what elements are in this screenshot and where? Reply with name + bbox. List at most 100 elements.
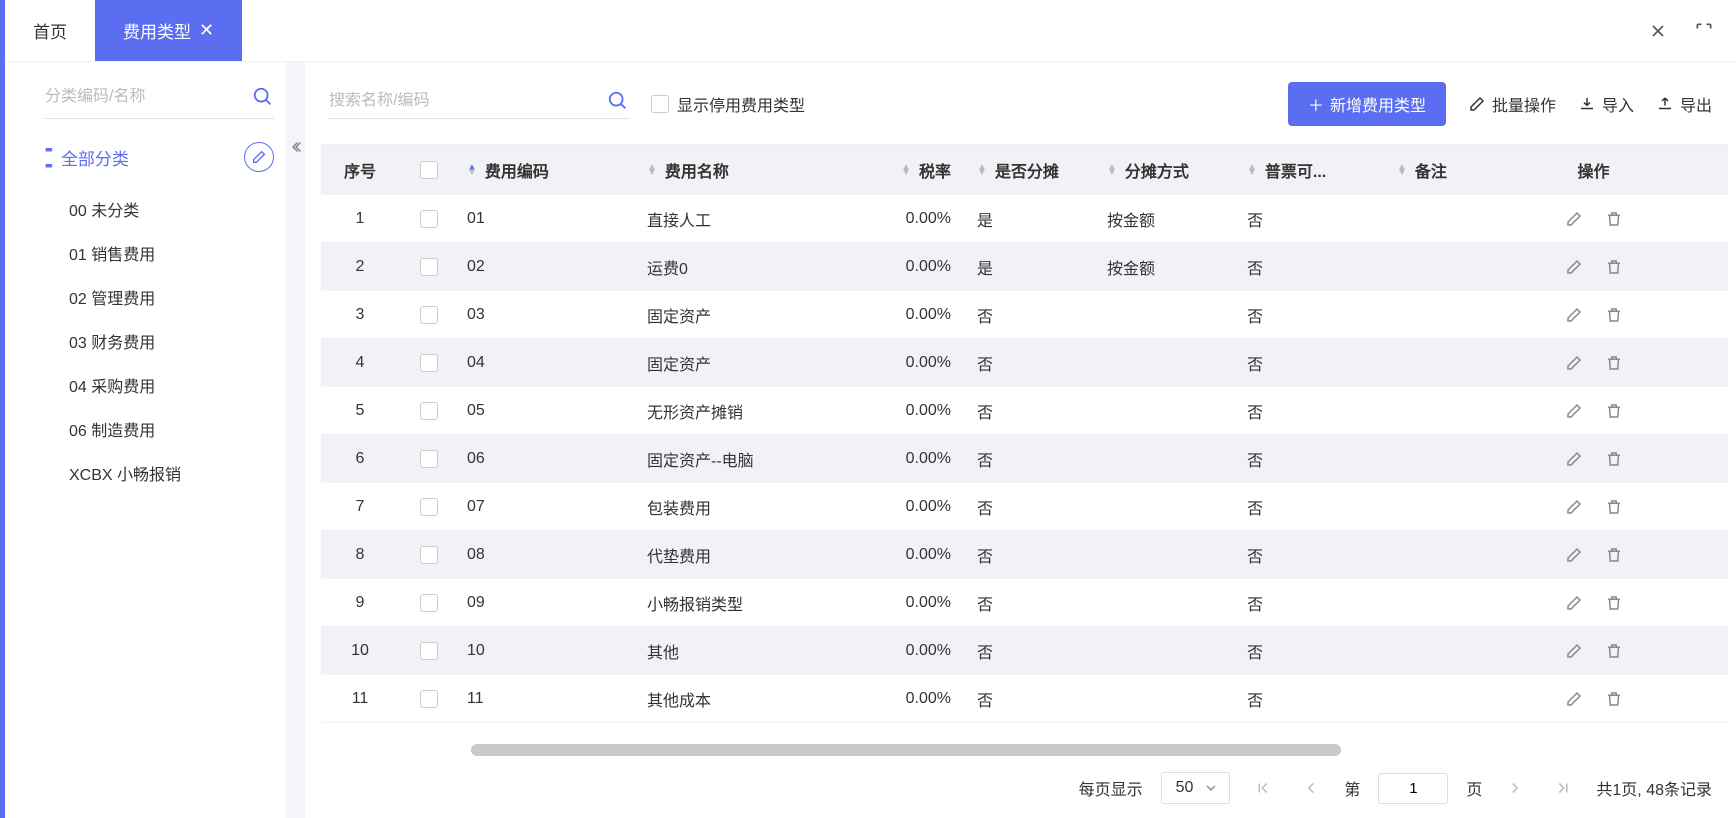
sidebar-collapse[interactable] [286,62,305,818]
row-delete-icon[interactable] [1605,642,1623,660]
row-checkbox[interactable] [399,339,459,386]
cell-allocate: 否 [969,675,1099,722]
export-button[interactable]: 导出 [1656,92,1712,116]
cell-index: 10 [321,627,399,674]
import-icon [1578,95,1596,113]
sidebar-item[interactable]: XCBX 小畅报销 [45,451,274,495]
row-edit-icon[interactable] [1565,258,1583,276]
scrollbar-thumb[interactable] [471,744,1341,756]
close-icon[interactable]: ✕ [199,20,214,41]
fullscreen-icon[interactable] [1690,17,1718,45]
row-delete-icon[interactable] [1605,450,1623,468]
cell-index: 1 [321,195,399,242]
batch-operate-button[interactable]: 批量操作 [1468,92,1556,116]
row-checkbox[interactable] [399,675,459,722]
table-row: 909小畅报销类型0.00%否否 [321,579,1728,627]
cell-allocate-method [1099,435,1239,482]
cell-name: 固定资产--电脑 [639,435,859,482]
row-checkbox[interactable] [399,531,459,578]
row-checkbox[interactable] [399,291,459,338]
add-expense-type-button[interactable]: ＋ 新增费用类型 [1288,82,1446,126]
row-edit-icon[interactable] [1565,354,1583,372]
cell-rate: 0.00% [859,531,969,578]
cell-index: 3 [321,291,399,338]
cell-op [1459,627,1728,674]
page-prev-button[interactable] [1296,775,1326,801]
cell-op [1459,531,1728,578]
row-delete-icon[interactable] [1605,258,1623,276]
checkbox-icon [420,450,438,468]
row-edit-icon[interactable] [1565,642,1583,660]
page-input[interactable] [1378,773,1448,804]
checkbox-icon [420,161,438,179]
col-invoice[interactable]: ▲▼普票可... [1239,158,1389,182]
row-delete-icon[interactable] [1605,594,1623,612]
page-next-button[interactable] [1500,775,1530,801]
col-allocate[interactable]: ▲▼是否分摊 [969,158,1099,182]
row-delete-icon[interactable] [1605,546,1623,564]
table-search-input[interactable] [329,92,607,110]
col-remark[interactable]: ▲▼备注 [1389,158,1459,182]
sidebar-item[interactable]: 06 制造费用 [45,407,274,451]
cell-code: 08 [459,531,639,578]
row-checkbox[interactable] [399,483,459,530]
cell-invoice: 否 [1239,627,1389,674]
row-checkbox[interactable] [399,435,459,482]
sidebar-item[interactable]: 01 销售费用 [45,231,274,275]
per-page-select[interactable]: 50 [1161,772,1231,804]
row-delete-icon[interactable] [1605,402,1623,420]
row-edit-icon[interactable] [1565,690,1583,708]
sidebar-item[interactable]: 02 管理费用 [45,275,274,319]
row-delete-icon[interactable] [1605,498,1623,516]
cell-code: 02 [459,243,639,290]
category-all[interactable]: ▪▪▪▪ 全部分类 [45,141,274,173]
tab-home[interactable]: 首页 [5,0,95,61]
show-disabled-checkbox[interactable]: 显示停用费用类型 [651,92,805,116]
cell-remark [1389,291,1459,338]
table-row: 505无形资产摊销0.00%否否 [321,387,1728,435]
row-edit-icon[interactable] [1565,450,1583,468]
col-code[interactable]: ▲▼费用编码 [459,158,639,182]
cell-rate: 0.00% [859,675,969,722]
row-checkbox[interactable] [399,387,459,434]
edit-category-icon[interactable] [244,142,274,172]
cell-invoice: 否 [1239,291,1389,338]
row-edit-icon[interactable] [1565,546,1583,564]
row-edit-icon[interactable] [1565,210,1583,228]
row-edit-icon[interactable] [1565,594,1583,612]
col-checkbox[interactable] [399,161,459,179]
cell-code: 04 [459,339,639,386]
sidebar-item[interactable]: 03 财务费用 [45,319,274,363]
col-rate[interactable]: ▲▼税率 [859,158,969,182]
cell-allocate-method: 按金额 [1099,243,1239,290]
sidebar-item[interactable]: 00 未分类 [45,187,274,231]
tab-expense-type[interactable]: 费用类型 ✕ [95,0,242,61]
row-checkbox[interactable] [399,195,459,242]
row-delete-icon[interactable] [1605,690,1623,708]
page-first-button[interactable] [1248,775,1278,801]
import-button[interactable]: 导入 [1578,92,1634,116]
checkbox-icon [651,95,669,113]
cell-remark [1389,435,1459,482]
cell-name: 小畅报销类型 [639,579,859,626]
row-edit-icon[interactable] [1565,306,1583,324]
row-edit-icon[interactable] [1565,498,1583,516]
search-icon[interactable] [607,90,629,112]
row-edit-icon[interactable] [1565,402,1583,420]
cell-allocate: 否 [969,531,1099,578]
horizontal-scrollbar[interactable] [321,742,1728,758]
row-delete-icon[interactable] [1605,306,1623,324]
row-delete-icon[interactable] [1605,354,1623,372]
search-icon[interactable] [252,86,274,108]
page-last-button[interactable] [1548,775,1578,801]
col-allocate-method[interactable]: ▲▼分摊方式 [1099,158,1239,182]
row-delete-icon[interactable] [1605,210,1623,228]
tabs-close-all-icon[interactable] [1644,17,1672,45]
cell-rate: 0.00% [859,435,969,482]
sidebar-search-input[interactable] [45,88,252,106]
sidebar-item[interactable]: 04 采购费用 [45,363,274,407]
row-checkbox[interactable] [399,627,459,674]
row-checkbox[interactable] [399,243,459,290]
row-checkbox[interactable] [399,579,459,626]
col-name[interactable]: ▲▼费用名称 [639,158,859,182]
